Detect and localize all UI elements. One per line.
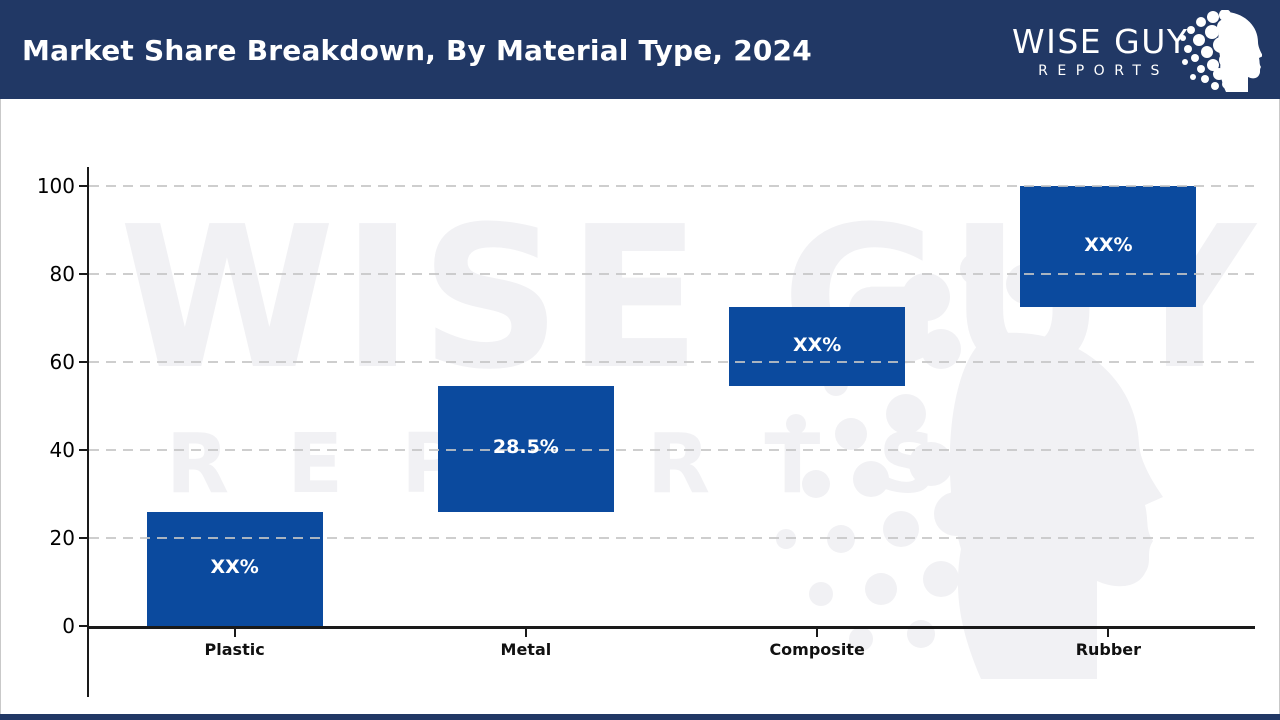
gridline-100	[89, 185, 1254, 187]
page-title: Market Share Breakdown, By Material Type…	[22, 34, 812, 67]
y-axis	[87, 167, 89, 697]
y-tick-80	[79, 273, 87, 275]
wise-guy-reports-logo: WISE GUY REPORTS	[1012, 8, 1262, 92]
gridline-60	[89, 361, 1254, 363]
bar-value-label-metal: 28.5%	[492, 435, 559, 458]
gridline-80	[89, 273, 1254, 275]
logo-subtitle: REPORTS	[1038, 63, 1169, 79]
x-tick-composite	[816, 629, 819, 637]
bar-value-label-composite: XX%	[792, 333, 842, 356]
logo-head-profile-icon	[1180, 10, 1262, 92]
y-tick-40	[79, 449, 87, 451]
y-tick-60	[79, 361, 87, 363]
bar-value-label-plastic: XX%	[210, 555, 259, 578]
x-axis-label-composite: Composite	[769, 640, 865, 659]
x-tick-metal	[524, 629, 527, 637]
y-tick-label-80: 80	[49, 262, 75, 286]
y-tick-label-0: 0	[62, 614, 75, 638]
x-tick-rubber	[1107, 629, 1110, 637]
bar-rubber	[1020, 186, 1197, 307]
plot-area: WISE GUY REPORTS 020406080100XX%Plastic2…	[0, 99, 1280, 717]
x-tick-plastic	[233, 629, 236, 637]
footer-bar	[0, 714, 1280, 720]
y-tick-label-40: 40	[49, 438, 75, 462]
gridline-20	[89, 537, 1254, 539]
x-axis-label-rubber: Rubber	[1075, 640, 1142, 659]
logo-wordmark: WISE GUY	[1012, 22, 1189, 61]
gridline-40	[89, 449, 1254, 451]
y-tick-0	[79, 625, 87, 627]
y-tick-label-60: 60	[49, 350, 75, 374]
y-tick-label-100: 100	[36, 174, 75, 198]
bar-metal	[437, 386, 614, 512]
x-axis-label-plastic: Plastic	[204, 640, 265, 659]
y-tick-20	[79, 537, 87, 539]
bar-plastic	[146, 511, 323, 626]
header-bar: Market Share Breakdown, By Material Type…	[0, 0, 1280, 99]
x-axis	[87, 626, 1255, 629]
logo-text: WISE GUY REPORTS	[1012, 22, 1187, 79]
y-tick-label-20: 20	[49, 526, 75, 550]
x-axis-label-metal: Metal	[500, 640, 552, 659]
y-tick-100	[79, 185, 87, 187]
bar-value-label-rubber: XX%	[1084, 233, 1133, 256]
bar-composite	[729, 307, 906, 387]
